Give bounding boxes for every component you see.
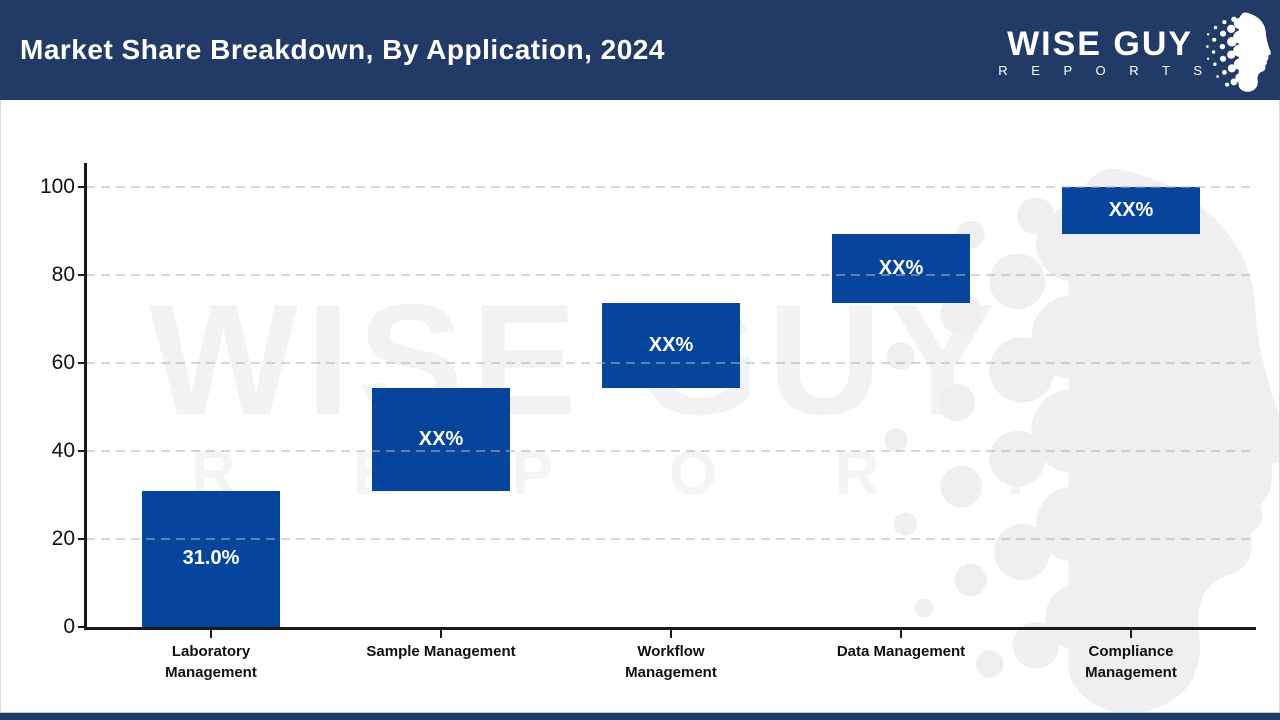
y-axis-spine bbox=[84, 163, 87, 630]
x-axis-tick bbox=[210, 630, 212, 638]
brand-logo: WISE GUY R E P O R T S bbox=[988, 10, 1272, 94]
bar-value-label: XX% bbox=[878, 257, 924, 280]
y-axis-tick-label: 0 bbox=[63, 615, 75, 638]
watermark-head-icon bbox=[884, 168, 1279, 712]
category-label: Workflow Management bbox=[625, 643, 717, 681]
y-axis-tick bbox=[78, 538, 86, 540]
y-axis-tick-label: 100 bbox=[39, 175, 75, 198]
gridline-80 bbox=[86, 274, 1256, 276]
y-axis-tick-label: 60 bbox=[51, 351, 75, 374]
x-axis-tick bbox=[900, 630, 902, 638]
gridline-60 bbox=[86, 362, 1256, 364]
category-label: Data Management bbox=[836, 643, 966, 660]
bar-segment: XX% bbox=[832, 234, 970, 304]
bar-segment: XX% bbox=[602, 303, 740, 388]
bar-value-label: XX% bbox=[1108, 199, 1154, 222]
y-axis-tick bbox=[78, 274, 86, 276]
x-axis-spine bbox=[84, 627, 1256, 630]
gridline-40 bbox=[86, 450, 1256, 452]
gridline-100 bbox=[86, 186, 1256, 188]
category-label: Compliance Management bbox=[1085, 643, 1177, 681]
y-axis-tick bbox=[78, 450, 86, 452]
brand-name: WISE GUY bbox=[1007, 25, 1194, 63]
bar-segment: XX% bbox=[372, 387, 510, 491]
category-label: Laboratory Management bbox=[165, 643, 257, 681]
y-axis-tick bbox=[78, 362, 86, 364]
chart-plot-area: WISE GUY R E P O R T S 0 20 40 60 80 100 31.0%… bbox=[0, 100, 1280, 712]
bar-segment: XX% bbox=[1062, 187, 1200, 235]
y-axis-tick-label: 80 bbox=[51, 263, 75, 286]
header-bar: Market Share Breakdown, By Application, … bbox=[0, 0, 1280, 100]
x-axis-tick bbox=[670, 630, 672, 638]
x-axis-tick bbox=[1130, 630, 1132, 638]
bar-value-label: XX% bbox=[648, 333, 694, 356]
category-label: Sample Management bbox=[366, 643, 516, 660]
y-axis-tick bbox=[78, 626, 86, 628]
x-axis-tick bbox=[440, 630, 442, 638]
bar-value-label: XX% bbox=[418, 427, 464, 450]
dotted-head-profile-icon bbox=[1206, 12, 1271, 92]
bar-segment: 31.0% bbox=[142, 490, 280, 627]
bar-value-label: 31.0% bbox=[182, 547, 240, 570]
gridline-20 bbox=[86, 538, 1256, 540]
brand-subtitle: R E P O R T S bbox=[998, 63, 1212, 78]
y-axis-tick-label: 20 bbox=[51, 527, 75, 550]
page-title: Market Share Breakdown, By Application, … bbox=[20, 34, 665, 65]
brand-wordmark: WISE GUY R E P O R T S bbox=[988, 26, 1212, 78]
y-axis-tick bbox=[78, 186, 86, 188]
footer-bar bbox=[0, 712, 1280, 720]
y-axis-tick-label: 40 bbox=[51, 439, 75, 462]
